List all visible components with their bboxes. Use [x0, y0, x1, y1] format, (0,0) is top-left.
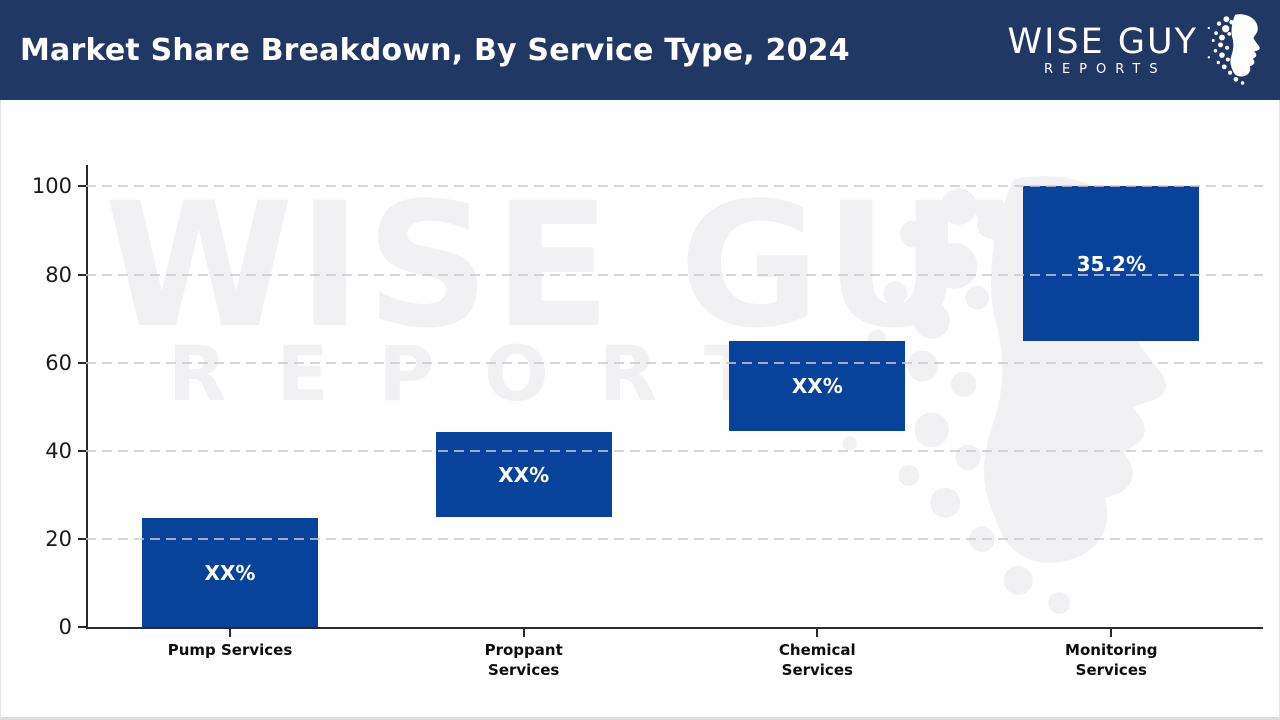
x-tick-mark-monitoring-services [1110, 629, 1113, 637]
brand-name: WISE GUY [1007, 21, 1198, 62]
bar-value-label-chemical-services: XX% [791, 374, 843, 399]
bar-pump-services [142, 518, 318, 627]
x-category-label-chemical-services: Chemical Services [778, 641, 856, 680]
y-axis-line [86, 165, 88, 629]
y-tick-label-60: 60 [45, 350, 72, 375]
x-category-label-pump-services: Pump Services [167, 641, 293, 659]
x-tick-mark-proppant-services [522, 629, 525, 637]
x-tick-mark-chemical-services [816, 629, 819, 637]
bar-chemical-services [729, 341, 906, 432]
brand-logo: WISE GUY REPORTS [1007, 4, 1266, 96]
page-title: Market Share Breakdown, By Service Type,… [20, 32, 850, 68]
y-tick-label-80: 80 [45, 262, 72, 287]
bar-value-label-proppant-services: XX% [498, 462, 550, 487]
gridline-100 [86, 185, 1263, 188]
gridline-80 [86, 273, 1263, 276]
bar-value-label-pump-services: XX% [204, 560, 256, 585]
gridline-20 [86, 537, 1263, 540]
y-tick-mark-40 [78, 449, 86, 452]
y-tick-label-40: 40 [45, 438, 72, 463]
gridline-40 [86, 449, 1263, 452]
bar-monitoring-services [1023, 186, 1200, 342]
bar-value-label-monitoring-services: 35.2% [1076, 251, 1146, 276]
bar-proppant-services [435, 432, 612, 518]
gridline-60 [86, 361, 1263, 364]
x-category-label-monitoring-services: Monitoring Services [1065, 641, 1158, 680]
x-category-label-proppant-services: Proppant Services [484, 641, 563, 680]
x-axis-line [86, 627, 1263, 629]
y-tick-mark-20 [78, 537, 86, 540]
y-tick-mark-100 [78, 185, 86, 188]
x-tick-mark-pump-services [229, 629, 231, 637]
y-tick-label-100: 100 [31, 174, 72, 199]
dotted-head-logo-icon [1207, 14, 1260, 85]
brand-logo-text: WISE GUY REPORTS [1007, 21, 1198, 77]
y-tick-mark-80 [78, 273, 86, 276]
brand-subname: REPORTS [1043, 61, 1167, 77]
y-tick-label-0: 0 [58, 615, 72, 639]
y-tick-label-20: 20 [45, 526, 72, 551]
y-tick-mark-0 [78, 626, 86, 628]
header-bar: Market Share Breakdown, By Service Type,… [0, 0, 1280, 100]
y-tick-mark-60 [78, 361, 86, 364]
